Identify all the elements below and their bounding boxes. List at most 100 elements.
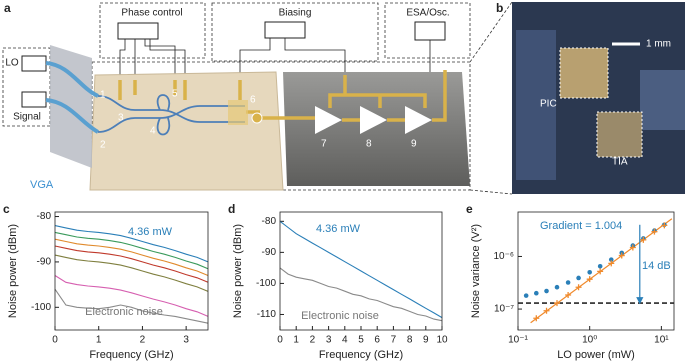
panel-a-shape (405, 106, 432, 134)
panel-b-shape (596, 111, 643, 158)
panel-label: e (466, 202, 473, 216)
plot-frame (517, 211, 675, 331)
point (534, 290, 539, 296)
y-tick-label: -100 (256, 278, 276, 289)
panel-a-shape (228, 100, 248, 125)
point (651, 228, 658, 235)
panel-a-shape (251, 112, 263, 124)
panel-b-shape (597, 112, 642, 157)
panel-a-shape (21, 55, 47, 72)
x-tick-label: 1 (293, 335, 299, 346)
pic-label: PIC (540, 99, 557, 110)
panel-label: c (3, 202, 10, 216)
component-number: 9 (411, 139, 417, 150)
panel-a-shape (211, 2, 379, 62)
y-tick-label: -80 (37, 211, 52, 222)
panel-b-shape (516, 30, 556, 180)
component-number: 6 (250, 95, 256, 106)
panel-a-shape (283, 72, 470, 186)
input-label: LO (5, 58, 19, 69)
panel-b: b 1 mm PIC TIA (496, 1, 685, 194)
series-line (279, 267, 443, 322)
x-axis-label: Frequency (GHz) (89, 349, 173, 361)
x-tick-label: 10⁰ (582, 335, 597, 346)
x-tick-label: 0 (52, 335, 58, 346)
series-line (54, 254, 209, 292)
component-number: 7 (321, 139, 327, 150)
x-tick-label: 5 (358, 335, 364, 346)
y-tick-label: -110 (257, 309, 277, 320)
scale-label: 1 mm (646, 39, 671, 50)
x-tick-label: 4 (342, 335, 348, 346)
series-line (54, 275, 209, 317)
panel-a-shape (99, 2, 206, 59)
x-tick-label: 2 (310, 335, 316, 346)
panel-a-shape (328, 70, 447, 122)
series-line (54, 238, 209, 277)
x-tick-label: 10⁻¹ (508, 335, 528, 346)
panel-b-shape (560, 48, 608, 98)
y-tick-label: 10⁻⁷ (494, 304, 514, 315)
annotation: Electronic noise (301, 310, 379, 322)
plot-frame (54, 211, 209, 331)
vga-label: VGA (30, 179, 54, 191)
annotation: 14 dB (642, 260, 671, 272)
point (554, 300, 561, 307)
panel-a-shape (21, 91, 47, 108)
x-axis-label: LO power (mW) (557, 349, 635, 361)
point (565, 280, 571, 285)
x-tick-label: 3 (326, 335, 332, 346)
x-tick-label: 9 (423, 335, 429, 346)
panel-a-shape (315, 106, 342, 134)
x-tick-label: 1 (96, 335, 102, 346)
series-line (54, 225, 209, 263)
component-number: 1 (100, 90, 106, 101)
panel-a-shape (50, 45, 92, 168)
point (640, 236, 647, 243)
x-tick-label: 10¹ (654, 335, 669, 346)
series-line (279, 220, 443, 319)
x-tick-label: 6 (374, 335, 380, 346)
component-number: 5 (172, 89, 178, 100)
y-tick-label: -90 (37, 257, 52, 268)
y-axis-label: Noise variance (V²) (470, 224, 482, 318)
tia-label: TIA (612, 157, 628, 168)
annotation: 4.36 mW (128, 226, 173, 238)
box-title: ESA/Osc. (406, 8, 449, 19)
x-axis-label: Frequency (GHz) (319, 349, 403, 361)
annotation: Electronic noise (85, 306, 163, 318)
point (576, 275, 581, 281)
y-axis-label: Noise power (dBm) (232, 224, 244, 318)
panel-a-shape (469, 1, 513, 195)
panel-a-shape (118, 80, 318, 120)
y-tick-label: -80 (262, 216, 277, 227)
component-number: 2 (100, 140, 106, 151)
panel-label: a (4, 1, 11, 15)
y-tick-label: 10⁻⁶ (493, 251, 514, 262)
panel-a-shape (117, 22, 159, 40)
x-tick-label: 7 (391, 335, 397, 346)
annotation: 4.36 mW (316, 223, 361, 235)
panel-a-shape (45, 61, 100, 134)
point (608, 257, 614, 262)
plot-frame (279, 211, 443, 331)
component-number: 8 (366, 139, 372, 150)
series-line (54, 288, 209, 324)
point (608, 260, 615, 267)
component-number: 3 (118, 113, 124, 124)
point (587, 269, 592, 275)
panel-b-shape (559, 47, 609, 99)
y-tick-label: -100 (31, 302, 51, 313)
panel-a-shape (414, 21, 446, 41)
panel-label: b (496, 1, 503, 15)
panel-a-shape (239, 38, 346, 80)
point (543, 307, 550, 314)
point (523, 293, 529, 298)
x-tick-label: 0 (277, 335, 283, 346)
panel-a: a Phase control Biasing ESA/Osc. LO Sign… (2, 1, 513, 195)
point (533, 315, 540, 322)
box-title: Phase control (121, 8, 182, 19)
box-title: Biasing (279, 8, 312, 19)
x-tick-label: 3 (183, 335, 189, 346)
